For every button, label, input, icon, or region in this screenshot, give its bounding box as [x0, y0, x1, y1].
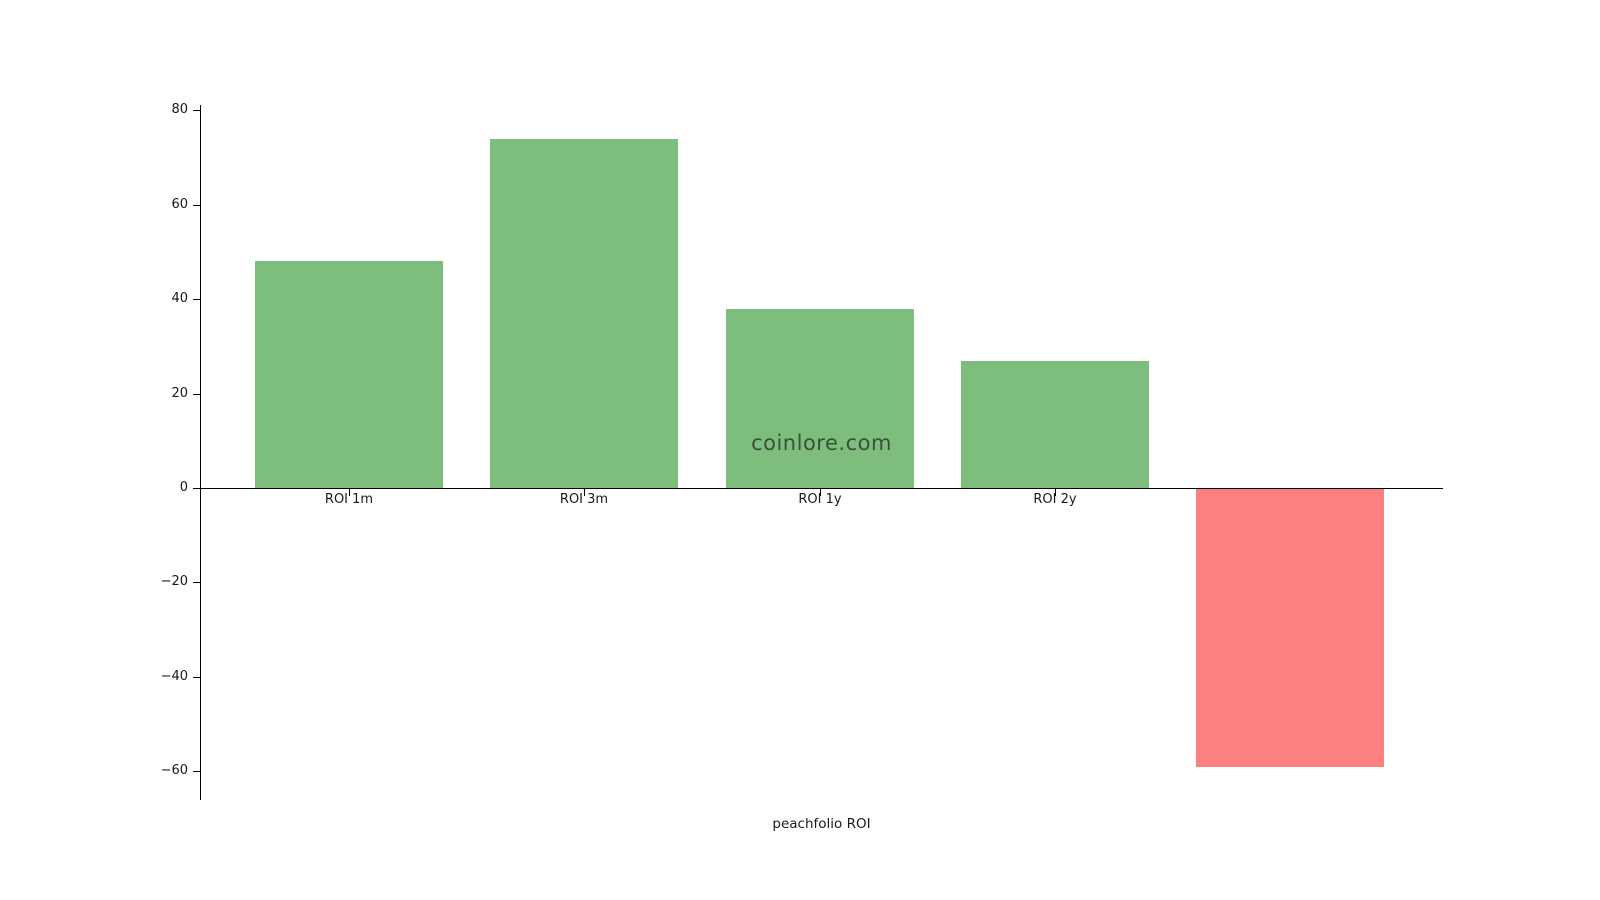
y-tick-mark	[193, 110, 200, 111]
y-tick-mark	[193, 582, 200, 583]
y-axis-line	[200, 105, 201, 800]
y-tick-mark	[193, 771, 200, 772]
y-tick-mark	[193, 299, 200, 300]
y-tick-label: −40	[160, 669, 188, 684]
y-tick-label: 40	[171, 291, 188, 306]
y-tick-label: −60	[160, 763, 188, 778]
x-tick-label: ROI 3m	[559, 492, 609, 507]
x-tick-mark	[820, 488, 821, 496]
x-tick-label: ROI 1y	[798, 492, 842, 507]
x-tick-label: ROI 1m	[324, 492, 374, 507]
bar	[255, 261, 443, 488]
bar	[726, 309, 914, 488]
y-tick-label: 80	[171, 102, 188, 117]
bar	[1196, 489, 1384, 767]
chart-title: peachfolio ROI	[772, 816, 871, 832]
y-tick-label: 20	[171, 386, 188, 401]
x-tick-mark	[1055, 488, 1056, 496]
y-tick-label: 0	[179, 480, 188, 495]
y-tick-label: −20	[160, 574, 188, 589]
bar	[961, 361, 1149, 488]
x-tick-mark	[349, 488, 350, 496]
x-tick-label: ROI 2y	[1033, 492, 1077, 507]
y-tick-mark	[193, 677, 200, 678]
bar	[490, 139, 678, 488]
watermark: coinlore.com	[751, 431, 892, 455]
y-tick-mark	[193, 394, 200, 395]
x-axis-line	[200, 488, 1443, 489]
y-tick-mark	[193, 205, 200, 206]
y-tick-label: 60	[171, 197, 188, 212]
x-tick-mark	[584, 488, 585, 496]
y-tick-mark	[193, 488, 200, 489]
